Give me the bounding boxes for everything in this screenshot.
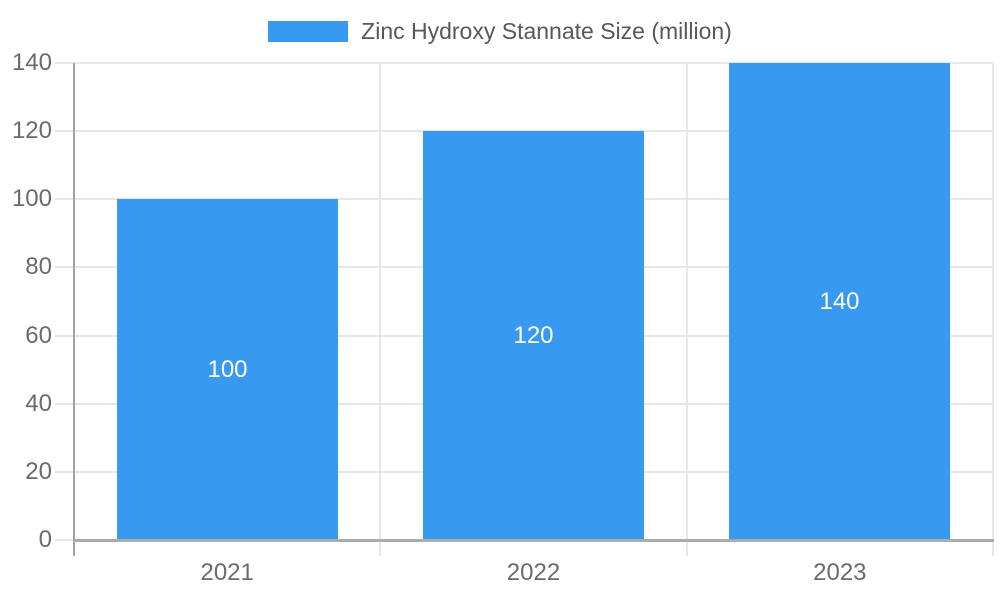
- legend-label: Zinc Hydroxy Stannate Size (million): [361, 18, 732, 44]
- bar-2023[interactable]: 140: [729, 63, 950, 540]
- x-tick-label-2022: 2022: [506, 559, 561, 586]
- x-gridline-1: [379, 63, 382, 556]
- legend-swatch: [268, 21, 349, 42]
- bar-value-label-2022: 120: [513, 321, 554, 349]
- y-tick-label-100: 100: [11, 185, 52, 213]
- bar-2022[interactable]: 120: [423, 131, 644, 540]
- bar-value-label-2021: 100: [207, 355, 248, 383]
- x-axis-line: [74, 539, 994, 542]
- y-tick-label-0: 0: [38, 526, 52, 553]
- y-tick-label-60: 60: [25, 321, 52, 349]
- y-tick-label-140: 140: [11, 49, 52, 76]
- x-gridline-2: [685, 63, 688, 556]
- x-gridline-3: [992, 63, 994, 556]
- y-tick-label-20: 20: [25, 457, 52, 485]
- bar-2021[interactable]: 100: [117, 199, 338, 540]
- y-axis-line: [73, 63, 75, 556]
- y-tick-label-40: 40: [25, 389, 52, 417]
- x-tick-label-2021: 2021: [200, 559, 254, 586]
- x-tick-label-2023: 2023: [813, 559, 867, 586]
- bar-value-label-2023: 140: [819, 287, 860, 315]
- y-tick-label-120: 120: [11, 117, 52, 145]
- y-gridline-140: [55, 62, 993, 64]
- chart-legend[interactable]: Zinc Hydroxy Stannate Size (million): [0, 18, 1000, 45]
- y-tick-label-80: 80: [25, 253, 52, 281]
